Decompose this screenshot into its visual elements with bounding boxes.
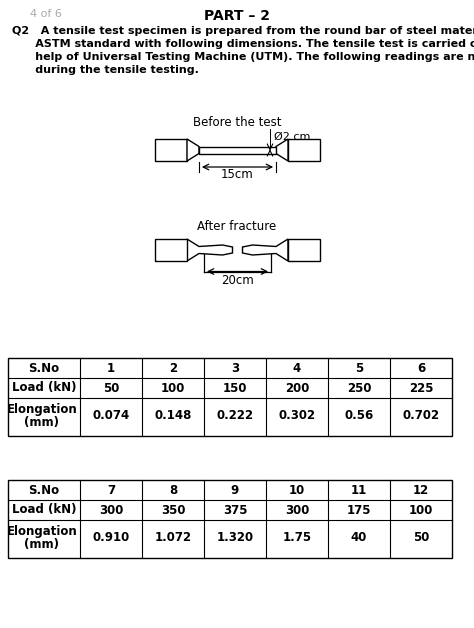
Text: 9: 9: [231, 484, 239, 497]
Text: 20cm: 20cm: [221, 274, 254, 288]
Text: 8: 8: [169, 484, 177, 497]
Text: 1.320: 1.320: [217, 531, 254, 544]
Polygon shape: [243, 239, 288, 261]
Text: 100: 100: [409, 504, 433, 516]
Text: 350: 350: [161, 504, 185, 516]
Text: Elongation: Elongation: [7, 525, 77, 538]
Text: help of Universal Testing Machine (UTM). The following readings are noted: help of Universal Testing Machine (UTM).…: [12, 52, 474, 62]
Polygon shape: [187, 139, 199, 161]
Text: during the tensile testing.: during the tensile testing.: [12, 65, 199, 75]
Bar: [199, 146, 276, 153]
Text: S.No: S.No: [28, 362, 60, 374]
Text: 150: 150: [223, 381, 247, 394]
Text: 50: 50: [413, 531, 429, 544]
Text: 5: 5: [355, 362, 363, 374]
Text: Ø2 cm: Ø2 cm: [274, 132, 310, 142]
Text: 7: 7: [107, 484, 115, 497]
Text: Before the test: Before the test: [193, 116, 281, 129]
Text: 100: 100: [161, 381, 185, 394]
Text: PART – 2: PART – 2: [204, 9, 270, 23]
Bar: [8, 480, 452, 558]
Text: 4: 4: [293, 362, 301, 374]
Text: 15cm: 15cm: [221, 168, 254, 181]
Text: 12: 12: [413, 484, 429, 497]
Text: Load (kN): Load (kN): [12, 381, 76, 394]
Polygon shape: [187, 239, 233, 261]
Text: 300: 300: [285, 504, 309, 516]
Bar: [8, 358, 452, 436]
Bar: [288, 239, 320, 261]
Text: 175: 175: [347, 504, 371, 516]
Text: 0.148: 0.148: [155, 409, 191, 421]
Polygon shape: [276, 139, 288, 161]
Text: 200: 200: [285, 381, 309, 394]
Text: ASTM standard with following dimensions. The tensile test is carried out with th: ASTM standard with following dimensions.…: [12, 39, 474, 49]
Text: 1.072: 1.072: [155, 531, 191, 544]
Text: 6: 6: [417, 362, 425, 374]
Text: Q2   A tensile test specimen is prepared from the round bar of steel material as: Q2 A tensile test specimen is prepared f…: [12, 26, 474, 36]
Text: 10: 10: [289, 484, 305, 497]
Text: 0.302: 0.302: [278, 409, 316, 421]
Text: 0.56: 0.56: [345, 409, 374, 421]
Text: 300: 300: [99, 504, 123, 516]
Text: (mm): (mm): [25, 538, 60, 551]
Text: 0.222: 0.222: [217, 409, 254, 421]
Text: S.No: S.No: [28, 484, 60, 497]
Text: 50: 50: [103, 381, 119, 394]
Text: 0.074: 0.074: [92, 409, 129, 421]
Text: 2: 2: [169, 362, 177, 374]
Text: 0.910: 0.910: [92, 531, 129, 544]
Bar: [155, 239, 187, 261]
Text: 3: 3: [231, 362, 239, 374]
Text: 250: 250: [347, 381, 371, 394]
Text: Load (kN): Load (kN): [12, 504, 76, 516]
Text: 1.75: 1.75: [283, 531, 311, 544]
Text: 1: 1: [107, 362, 115, 374]
Text: 11: 11: [351, 484, 367, 497]
Text: 0.702: 0.702: [402, 409, 439, 421]
Text: After fracture: After fracture: [197, 220, 277, 233]
Bar: [288, 139, 320, 161]
Text: (mm): (mm): [25, 416, 60, 429]
Bar: [155, 139, 187, 161]
Text: Elongation: Elongation: [7, 403, 77, 416]
Text: 40: 40: [351, 531, 367, 544]
Text: 225: 225: [409, 381, 433, 394]
Text: 4 of 6: 4 of 6: [30, 9, 62, 19]
Text: 375: 375: [223, 504, 247, 516]
